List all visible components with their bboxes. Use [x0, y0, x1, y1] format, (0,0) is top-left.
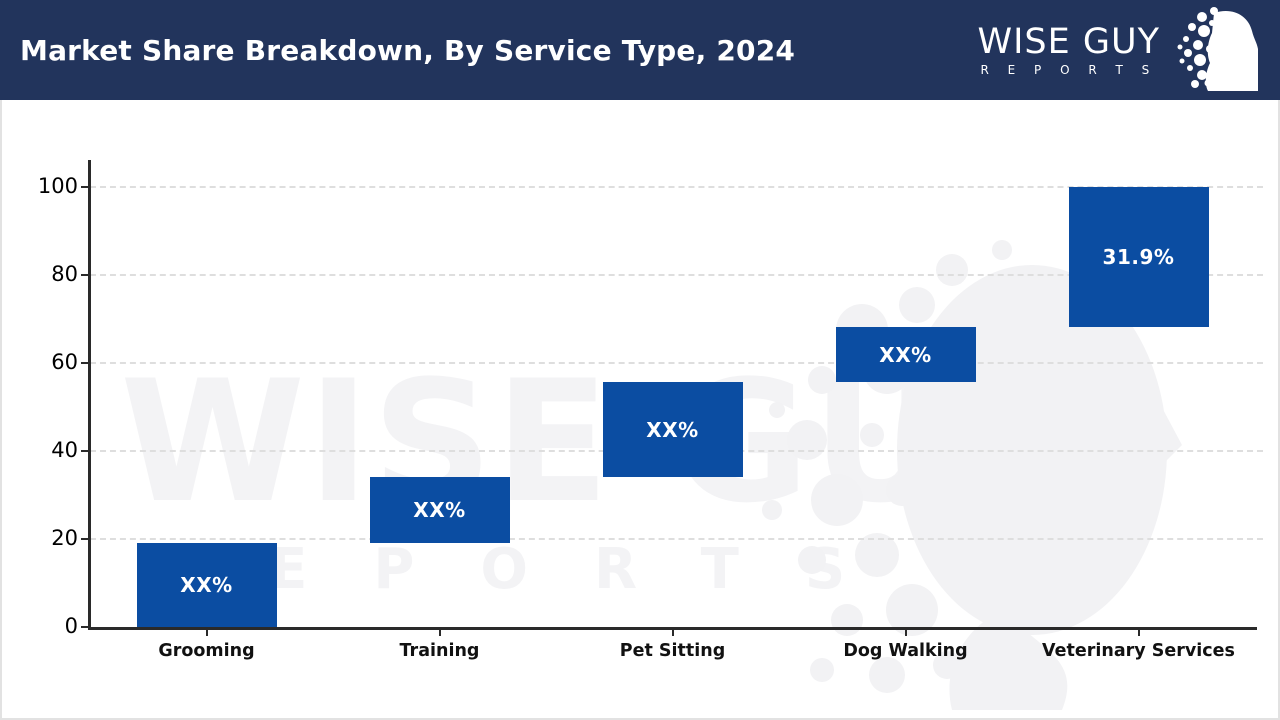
bar-value-label-veterinary-services: 31.9%	[1102, 245, 1175, 270]
bar-value-label-grooming: XX%	[180, 573, 233, 598]
y-tick-100	[81, 186, 90, 188]
brand-logo-text: WISE GUY R E P O R T S	[977, 21, 1160, 77]
y-axis-label-100: 100	[37, 174, 78, 198]
chart-title: Market Share Breakdown, By Service Type,…	[20, 33, 796, 67]
bar-pet-sitting: XX%	[602, 382, 743, 478]
y-tick-20	[81, 538, 90, 540]
x-axis-label-grooming: Grooming	[158, 641, 255, 661]
header-bar: Market Share Breakdown, By Service Type,…	[0, 0, 1280, 100]
y-axis-label-20: 20	[51, 526, 78, 550]
gridline-60	[90, 362, 1263, 364]
y-axis-line	[88, 160, 91, 630]
x-axis-label-pet-sitting: Pet Sitting	[619, 641, 726, 661]
bar-dog-walking: XX%	[835, 327, 976, 383]
x-tick-training	[438, 627, 441, 636]
bar-training: XX%	[369, 477, 510, 544]
x-tick-dog-walking	[904, 627, 907, 636]
brand-subname: R E P O R T S	[980, 62, 1157, 77]
brand-logo: WISE GUY R E P O R T S	[977, 5, 1258, 95]
x-axis-label-veterinary-services: Veterinary Services	[1042, 641, 1235, 661]
x-tick-veterinary-services	[1137, 627, 1140, 636]
y-tick-60	[81, 362, 90, 364]
gridline-100	[90, 186, 1263, 188]
bar-value-label-pet-sitting: XX%	[646, 417, 699, 442]
x-tick-pet-sitting	[671, 627, 674, 636]
x-axis-label-dog-walking: Dog Walking	[843, 641, 968, 661]
y-axis-label-40: 40	[51, 438, 78, 462]
bar-veterinary-services: 31.9%	[1068, 187, 1209, 328]
y-tick-80	[81, 274, 90, 276]
x-axis-label-training: Training	[399, 641, 480, 661]
brand-name: WISE GUY	[977, 21, 1160, 62]
y-tick-40	[81, 450, 90, 452]
y-axis-label-0: 0	[64, 614, 78, 638]
gridline-20	[90, 538, 1263, 540]
bar-grooming: XX%	[136, 543, 277, 627]
x-tick-grooming	[205, 627, 208, 636]
brand-face-icon	[1162, 5, 1258, 95]
y-axis-label-80: 80	[51, 262, 78, 286]
x-axis-line	[88, 627, 1257, 630]
y-tick-0	[81, 626, 90, 628]
gridline-80	[90, 274, 1263, 276]
bar-value-label-training: XX%	[413, 498, 466, 523]
y-axis-label-60: 60	[51, 350, 78, 374]
chart-area: WISE GUY REPORTS	[0, 100, 1280, 720]
bar-value-label-dog-walking: XX%	[879, 342, 932, 367]
